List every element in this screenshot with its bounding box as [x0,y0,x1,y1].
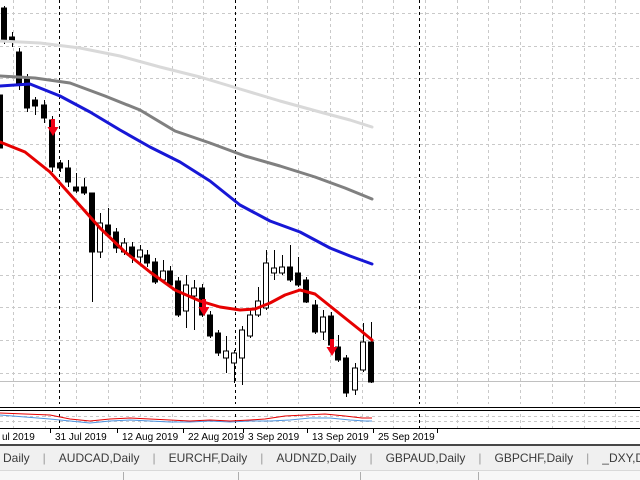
candle-bear [65,167,71,183]
candle-bear [9,36,15,41]
tab-separator: | [478,451,482,465]
candle-bear [73,186,79,192]
candle-bear [215,332,221,354]
x-axis-label: 13 Sep 2019 [312,432,369,443]
candle-bull [271,267,277,274]
candle-bull [239,329,245,359]
chart-tab-eurchf-daily[interactable]: EURCHF,Daily [168,451,248,465]
x-axis-label: 22 Aug 2019 [188,432,245,443]
x-axis-label: 12 Aug 2019 [122,432,179,443]
chart-tab-gbpchf-daily[interactable]: GBPCHF,Daily [494,451,574,465]
candle-bear [1,7,7,43]
candle-bear [81,186,87,194]
chart-tab--dxy-daily[interactable]: _DXY,Daily [602,451,640,465]
x-axis-label: ul 2019 [2,432,35,443]
candle-bear [368,341,374,383]
chart-tab-gbpaud-daily[interactable]: GBPAUD,Daily [385,451,466,465]
candle-bear [144,254,150,264]
candle-bear [175,280,181,316]
chart-tab-daily[interactable]: Daily [3,451,30,465]
price-chart[interactable]: ul 2019 31 Jul 2019 12 Aug 2019 22 Aug 2019… [0,0,640,444]
candle-bull [247,314,253,337]
chart-tab-bar: Daily | AUDCAD,Daily | EURCHF,Daily | AUDNZD,D… [0,444,640,470]
x-axis-label: 3 Sep 2019 [248,432,300,443]
candle-bear [24,77,30,109]
candle-bear [57,162,63,169]
sell-arrow-icon [47,119,59,136]
ma-medium-line [0,82,374,266]
tab-separator: | [586,451,590,465]
candle-bull [320,316,326,333]
candle-bear [295,272,301,286]
moving-averages-layer [0,39,374,342]
sell-arrow-icon [198,299,210,316]
status-pane-separator [360,472,361,480]
candle-bull [137,249,143,258]
ma-fast-line [0,140,374,342]
status-bar [0,470,640,480]
tab-separator: | [260,451,264,465]
ma-slowest-line [0,39,374,129]
time-axis: ul 2019 31 Jul 2019 12 Aug 2019 22 Aug 2019… [0,428,640,443]
sub-line-red [0,412,372,422]
chart-tab-audcad-daily[interactable]: AUDCAD,Daily [58,451,140,465]
candle-bull [263,262,269,309]
tab-separator: | [42,451,46,465]
tab-separator: | [369,451,373,465]
candle-bear [16,51,22,84]
candle-bull [352,367,358,391]
candle-bear [167,270,173,286]
candle-bear [335,346,341,361]
candles-layer [0,6,374,397]
x-axis-label: 31 Jul 2019 [55,432,107,443]
ma-slow-line [0,74,374,201]
sub-line-blue [0,414,372,424]
candle-bear [343,357,349,394]
candle-bull [279,266,285,274]
candle-bear [207,314,213,337]
x-axis-label: 25 Sep 2019 [378,432,435,443]
status-pane-separator [478,472,479,480]
sell-arrow-icon [326,339,338,356]
candle-bear [32,99,38,107]
candle-bear [0,94,3,149]
status-pane-separator [123,472,124,480]
status-pane-separator [238,472,239,480]
pane-divider [0,404,640,411]
tab-separator: | [152,451,156,465]
subwindow-indicator-layer [0,412,372,424]
candle-bear [287,266,293,281]
candle-bull [360,341,366,371]
candle-bull [191,287,197,297]
grid-layer [0,0,640,428]
candle-bull [183,284,189,312]
candle-bull [231,352,237,364]
candle-bear [312,304,318,333]
candle-bull [97,222,103,253]
candle-bull [223,350,229,359]
chart-tab-audnzd-daily[interactable]: AUDNZD,Daily [276,451,357,465]
candle-bear [41,104,47,119]
candle-bear [152,261,158,283]
signal-arrows-layer [47,119,338,356]
